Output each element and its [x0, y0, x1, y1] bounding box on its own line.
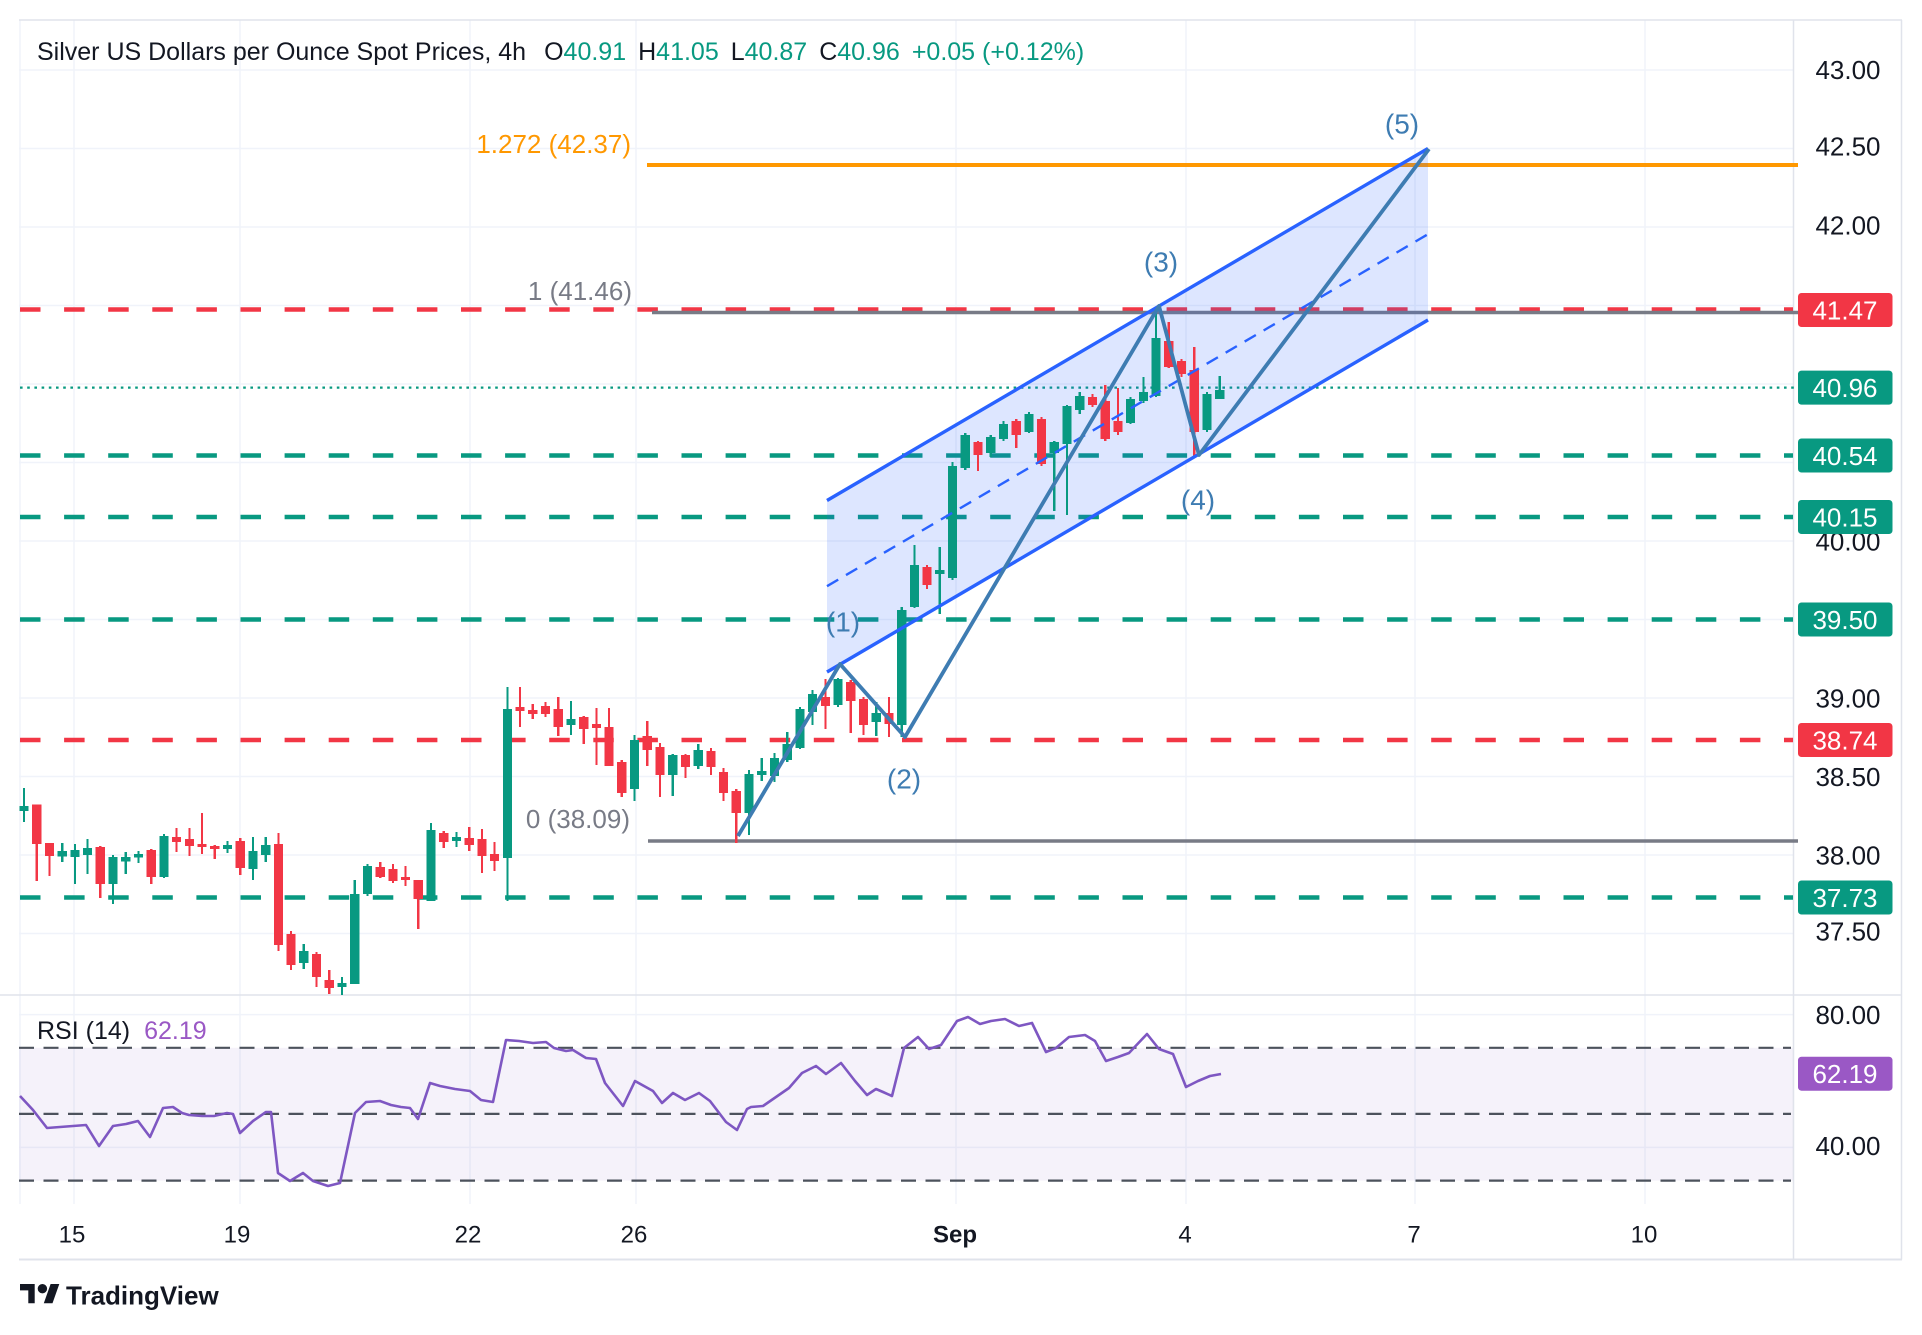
svg-text:37.73: 37.73	[1812, 883, 1877, 913]
svg-text:0 (38.09): 0 (38.09)	[526, 804, 630, 834]
svg-text:(2): (2)	[887, 764, 921, 795]
svg-text:38.00: 38.00	[1815, 841, 1880, 871]
svg-text:15: 15	[59, 1222, 86, 1249]
svg-text:Silver US Dollars per Ounce Sp: Silver US Dollars per Ounce Spot Prices,…	[37, 38, 1084, 66]
svg-text:10: 10	[1631, 1222, 1658, 1249]
svg-text:Sep: Sep	[933, 1222, 977, 1249]
svg-text:43.00: 43.00	[1815, 55, 1880, 85]
svg-text:37.50: 37.50	[1815, 917, 1880, 947]
svg-text:7: 7	[1407, 1222, 1420, 1249]
svg-text:62.19: 62.19	[1812, 1059, 1877, 1089]
svg-text:39.50: 39.50	[1812, 605, 1877, 635]
svg-text:1.272 (42.37): 1.272 (42.37)	[476, 129, 631, 159]
svg-text:(5): (5)	[1385, 109, 1419, 140]
svg-text:40.00: 40.00	[1815, 1131, 1880, 1161]
svg-text:26: 26	[621, 1222, 648, 1249]
svg-text:1 (41.46): 1 (41.46)	[528, 276, 632, 306]
svg-text:42.00: 42.00	[1815, 211, 1880, 241]
svg-text:(1): (1)	[826, 607, 860, 638]
svg-text:19: 19	[224, 1222, 251, 1249]
svg-text:(4): (4)	[1181, 485, 1215, 516]
svg-text:41.47: 41.47	[1812, 296, 1877, 326]
svg-text:38.50: 38.50	[1815, 762, 1880, 792]
svg-text:40.15: 40.15	[1812, 503, 1877, 533]
svg-text:80.00: 80.00	[1815, 1000, 1880, 1030]
svg-text:(3): (3)	[1144, 247, 1178, 278]
svg-text:38.74: 38.74	[1812, 726, 1877, 756]
svg-text:TradingView: TradingView	[66, 1281, 219, 1311]
svg-text:40.96: 40.96	[1812, 373, 1877, 403]
svg-text:22: 22	[455, 1222, 482, 1249]
svg-text:39.00: 39.00	[1815, 684, 1880, 714]
svg-text:40.54: 40.54	[1812, 441, 1877, 471]
svg-text:42.50: 42.50	[1815, 132, 1880, 162]
svg-text:RSI (14)62.19: RSI (14) 62.19	[37, 1017, 207, 1045]
svg-text:4: 4	[1178, 1222, 1191, 1249]
